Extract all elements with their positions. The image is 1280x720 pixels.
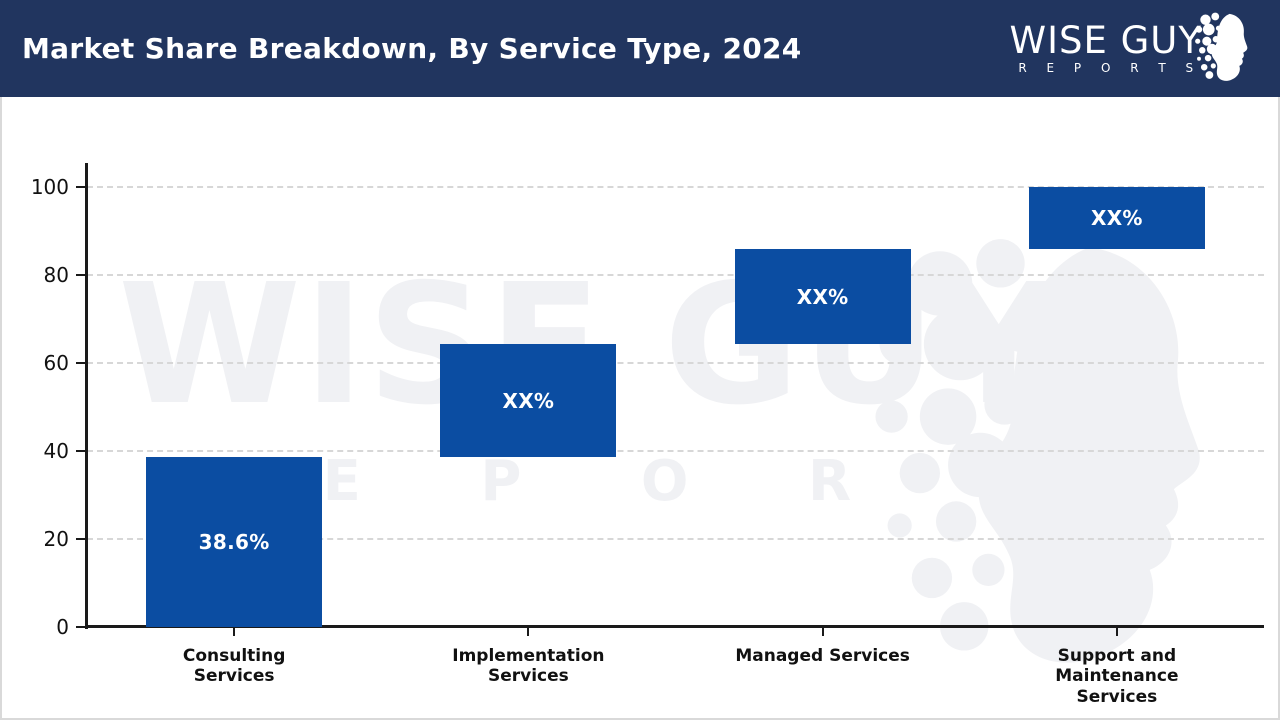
logo-wordmark: WISE GUY bbox=[1009, 19, 1202, 63]
y-tick-mark bbox=[76, 274, 85, 276]
logo-text: WISE GUY R E P O R T S bbox=[1009, 19, 1202, 75]
bar-value-label: XX% bbox=[1090, 206, 1143, 231]
bar-value-label: XX% bbox=[502, 388, 555, 413]
x-tick-label: Support and Maintenance Services bbox=[1055, 646, 1179, 707]
wise-guy-logo: WISE GUY R E P O R T S bbox=[1010, 10, 1258, 88]
page-title: Market Share Breakdown, By Service Type,… bbox=[22, 32, 802, 65]
x-tick-mark bbox=[233, 628, 236, 636]
y-tick-mark bbox=[76, 186, 85, 188]
x-tick-mark bbox=[527, 628, 530, 636]
x-tick-label: Managed Services bbox=[735, 646, 910, 666]
gridline bbox=[87, 274, 1264, 276]
bar-value-label: 38.6% bbox=[198, 530, 270, 555]
header: Market Share Breakdown, By Service Type,… bbox=[0, 0, 1280, 97]
y-tick-label: 40 bbox=[43, 439, 69, 463]
y-tick-label: 0 bbox=[56, 615, 69, 639]
gridline bbox=[87, 186, 1264, 188]
gridline bbox=[87, 538, 1264, 540]
x-tick-label: Consulting Services bbox=[182, 646, 286, 687]
x-tick-label: Implementation Services bbox=[452, 646, 605, 687]
bar-value-label: XX% bbox=[796, 284, 849, 309]
logo-subtitle: R E P O R T S bbox=[1018, 60, 1202, 75]
y-axis bbox=[85, 163, 88, 629]
bar-segment: XX% bbox=[440, 344, 617, 458]
x-tick-mark bbox=[1115, 628, 1118, 636]
y-tick-label: 100 bbox=[30, 175, 69, 199]
y-tick-mark bbox=[76, 626, 85, 628]
bar-segment: XX% bbox=[1028, 187, 1205, 250]
x-axis bbox=[85, 625, 1264, 628]
chart-area: WISE GUY R E P O R T S 0 20 40 60 80 100 38.6%… bbox=[0, 97, 1280, 720]
waterfall-chart: 0 20 40 60 80 100 38.6% Consulting Services XX% I… bbox=[31, 163, 1264, 707]
y-tick-label: 80 bbox=[43, 263, 69, 287]
y-tick-label: 20 bbox=[43, 527, 69, 551]
logo-head-icon bbox=[1195, 12, 1248, 81]
gridline bbox=[87, 450, 1264, 452]
bar-segment: XX% bbox=[734, 249, 911, 345]
gridline bbox=[87, 362, 1264, 364]
bar-segment: 38.6% bbox=[146, 457, 323, 627]
y-tick-mark bbox=[76, 362, 85, 364]
y-tick-mark bbox=[76, 450, 85, 452]
y-tick-label: 60 bbox=[43, 351, 69, 375]
y-tick-mark bbox=[76, 538, 85, 540]
x-tick-mark bbox=[821, 628, 824, 636]
